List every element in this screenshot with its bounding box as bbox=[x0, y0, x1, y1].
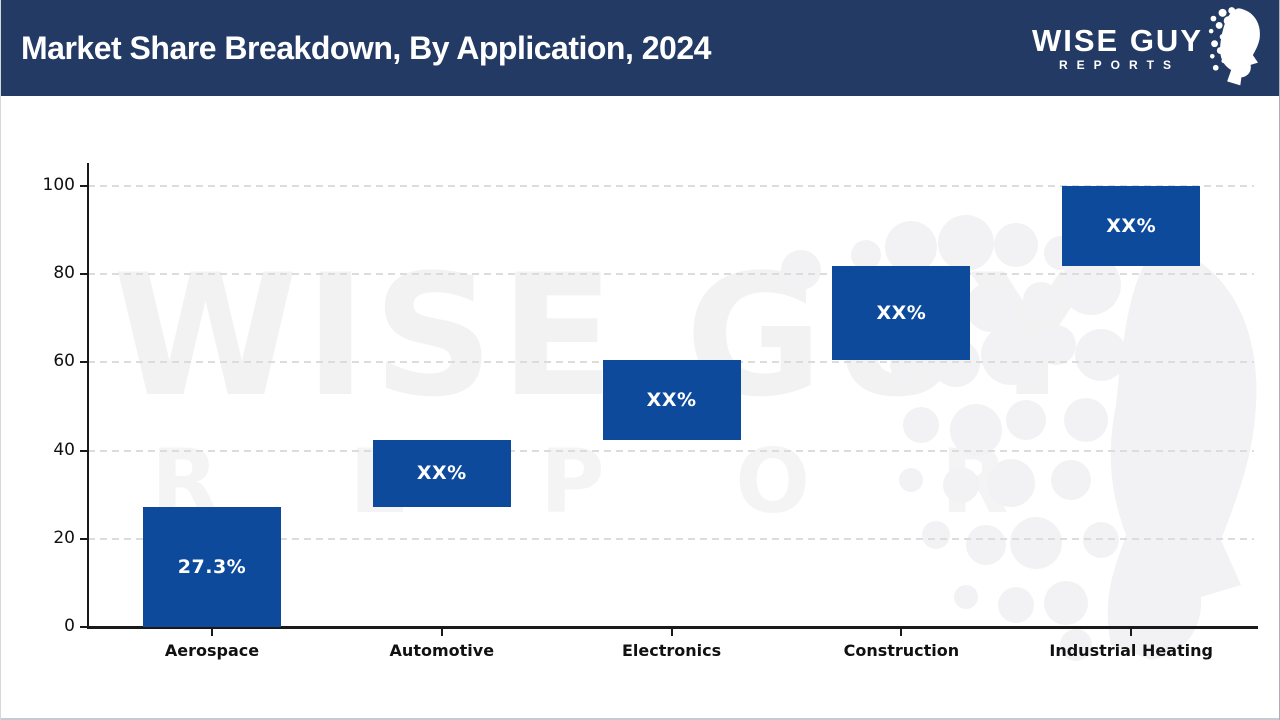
dotted-head-profile-icon bbox=[1205, 6, 1263, 90]
bar-automotive: XX% bbox=[372, 440, 511, 507]
y-tick-label-60: 60 bbox=[53, 351, 75, 372]
x-tick-0 bbox=[211, 629, 213, 636]
gridline-100 bbox=[88, 185, 1254, 187]
x-tick-3 bbox=[900, 629, 903, 636]
bar-aerospace: 27.3% bbox=[143, 506, 281, 627]
y-tick-label-20: 20 bbox=[53, 527, 75, 548]
x-category-label-4: Industrial Heating bbox=[1049, 641, 1213, 660]
y-tick-label-0: 0 bbox=[64, 616, 75, 636]
bar-value-label: XX% bbox=[646, 389, 697, 412]
bar-industrial-heating: XX% bbox=[1062, 186, 1201, 267]
y-tick-100 bbox=[80, 185, 88, 187]
y-tick-60 bbox=[80, 361, 88, 364]
y-tick-0 bbox=[80, 626, 88, 628]
logo-subtitle: REPORTS bbox=[1058, 58, 1180, 72]
bar-value-label: XX% bbox=[876, 302, 927, 325]
x-tick-1 bbox=[440, 629, 443, 636]
x-category-label-1: Automotive bbox=[389, 641, 495, 660]
header-band: Market Share Breakdown, By Application, … bbox=[1, 0, 1279, 96]
bar-value-label: XX% bbox=[416, 462, 467, 485]
wise-guy-reports-logo: WISE GUY REPORTS bbox=[1032, 6, 1263, 90]
x-category-label-2: Electronics bbox=[622, 641, 722, 660]
x-tick-2 bbox=[670, 629, 673, 636]
bar-value-label: 27.3% bbox=[177, 555, 247, 578]
gridline-20 bbox=[88, 537, 1254, 540]
gridline-40 bbox=[88, 449, 1254, 452]
gridline-80 bbox=[88, 273, 1254, 276]
y-tick-40 bbox=[80, 449, 88, 452]
logo-wordmark: WISE GUY bbox=[1031, 23, 1203, 58]
y-axis-line bbox=[87, 163, 89, 628]
bar-construction: XX% bbox=[832, 266, 971, 361]
x-tick-4 bbox=[1130, 629, 1133, 636]
x-category-label-0: Aerospace bbox=[164, 641, 260, 660]
y-tick-label-100: 100 bbox=[42, 175, 75, 195]
y-tick-20 bbox=[80, 537, 88, 540]
x-axis-line bbox=[87, 626, 1258, 629]
watermark-subtitle: R E P O R T S bbox=[151, 438, 1279, 526]
bar-value-label: XX% bbox=[1106, 215, 1157, 238]
y-tick-label-40: 40 bbox=[53, 439, 75, 460]
bar-electronics: XX% bbox=[602, 360, 741, 440]
y-tick-80 bbox=[80, 273, 88, 276]
x-category-label-3: Construction bbox=[843, 641, 960, 660]
y-tick-label-80: 80 bbox=[53, 263, 75, 284]
bottom-border bbox=[1, 718, 1279, 720]
logo-text: WISE GUY REPORTS bbox=[1032, 25, 1203, 71]
chart-title: Market Share Breakdown, By Application, … bbox=[21, 29, 711, 66]
